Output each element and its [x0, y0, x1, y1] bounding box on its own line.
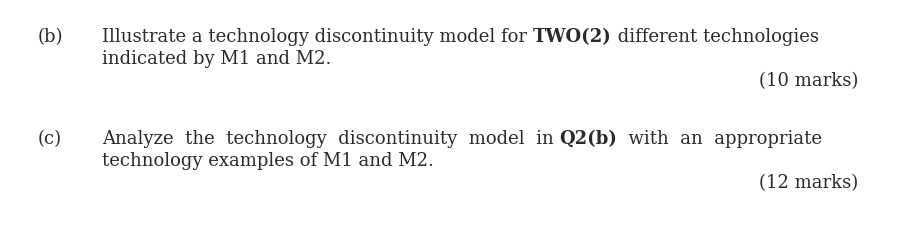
- Text: (10 marks): (10 marks): [759, 72, 858, 90]
- Text: (b): (b): [38, 28, 64, 46]
- Text: TWO(2): TWO(2): [533, 28, 612, 46]
- Text: different technologies: different technologies: [612, 28, 818, 46]
- Text: technology examples of M1 and M2.: technology examples of M1 and M2.: [102, 151, 434, 169]
- Text: Q2(b): Q2(b): [559, 129, 618, 147]
- Text: indicated by M1 and M2.: indicated by M1 and M2.: [102, 50, 331, 68]
- Text: (12 marks): (12 marks): [759, 173, 858, 191]
- Text: Illustrate a technology discontinuity model for: Illustrate a technology discontinuity mo…: [102, 28, 533, 46]
- Text: with  an  appropriate: with an appropriate: [618, 129, 823, 147]
- Text: (c): (c): [38, 129, 62, 147]
- Text: Analyze  the  technology  discontinuity  model  in: Analyze the technology discontinuity mod…: [102, 129, 559, 147]
